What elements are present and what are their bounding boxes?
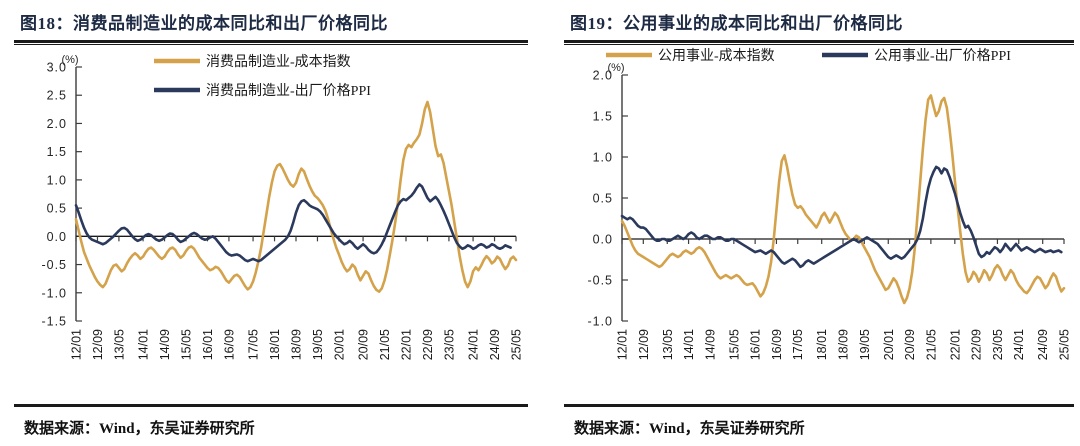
x-axis-tick-label: 20/09: [903, 329, 917, 360]
x-axis-tick-label: 13/05: [112, 329, 126, 360]
x-axis-tick-label: 18/09: [837, 329, 851, 360]
x-axis-tick-label: 22/09: [970, 329, 984, 360]
figure-18-chart: (%)3.02.52.01.51.00.50.0-0.5-1.0-1.512/0…: [41, 54, 524, 360]
figure-18-title: 图18：消费品制造业的成本同比和出厂价格同比: [20, 14, 388, 33]
x-axis-tick-label: 16/01: [749, 329, 763, 360]
legend-label-ppi: 消费品制造业-出厂价格PPI: [206, 83, 371, 99]
y-axis-tick-label: 0.0: [593, 233, 613, 247]
figure-19-top-rule: [564, 40, 1074, 45]
y-axis-tick-label: -1.5: [41, 315, 67, 329]
x-axis-tick-label: 23/05: [442, 329, 456, 360]
x-axis-tick-label: 18/01: [268, 329, 282, 360]
figure-19-chart-area: (%) 2.0 1.5 1.0 0.5 0.0 -0.5 -1.0 12/01 12/09 13/0…: [564, 45, 1074, 404]
figure-19-chart: (%)2.0 1.5 1.0 0.5 0.0 -0.5 -1.012/01 12/09 13/0…: [587, 48, 1072, 360]
y-axis-tick-label: -1.0: [587, 315, 613, 329]
x-axis-tick-label: 24/09: [1036, 329, 1050, 360]
x-axis-tick-label: 18/01: [815, 329, 829, 360]
y-axis-tick-label: 0.0: [47, 230, 67, 244]
x-axis-tick-label: 12/09: [91, 329, 105, 360]
x-axis-tick-label: 25/05: [510, 329, 524, 360]
x-axis-tick-label: 21/05: [924, 329, 938, 360]
figure-19-source: 数据来源：Wind，东吴证券研究所: [574, 421, 805, 437]
x-axis-tick-label: 16/09: [770, 329, 784, 360]
y-axis-tick-label: 1.5: [47, 145, 67, 159]
legend-label-ppi: 公用事业-出厂价格PPI: [874, 48, 1011, 64]
x-axis-tick-label: 22/01: [400, 329, 414, 360]
legend-label-cost-index: 消费品制造业-成本指数: [206, 54, 351, 70]
figure-18-top-rule: [14, 40, 528, 45]
series-line-ppi: [74, 183, 512, 263]
x-axis-tick-label: 23/05: [991, 329, 1005, 360]
x-axis-tick-label: 20/01: [332, 329, 346, 360]
x-axis-tick-label: 15/05: [180, 329, 194, 360]
series-line-ppi: [620, 165, 1063, 269]
x-axis-tick-label: 22/09: [421, 329, 435, 360]
figure-panel-18: 图18：消费品制造业的成本同比和出厂价格同比 (%) 3.0 2.5 2.0 1.5 1.…: [14, 14, 528, 437]
y-axis-tick-label: -0.5: [587, 274, 613, 288]
figure-18-chart-area: (%) 3.0 2.5 2.0 1.5 1.0 0.5 0.0 -0.5 -1.0 -1.5 12/0…: [14, 45, 528, 404]
x-axis-tick-label: 16/09: [222, 329, 236, 360]
y-axis-tick-label: -0.5: [41, 258, 67, 272]
series-line-cost-index: [74, 100, 518, 293]
x-axis-tick-label: 14/09: [158, 329, 172, 360]
y-axis-unit-label: (%): [607, 62, 624, 74]
x-axis-tick-label: 19/05: [311, 329, 325, 360]
y-axis-tick-label: 0.5: [593, 192, 613, 206]
y-axis-tick-label: 1.0: [47, 173, 67, 187]
x-axis-tick-label: 18/09: [290, 329, 304, 360]
legend-label-cost-index: 公用事业-成本指数: [658, 48, 775, 64]
x-axis-tick-label: 20/01: [882, 329, 896, 360]
series-line-cost-index: [620, 94, 1066, 305]
x-axis-tick-label: 15/05: [727, 329, 741, 360]
x-axis-tick-label: 14/09: [703, 329, 717, 360]
x-axis-tick-label: 14/01: [137, 329, 151, 360]
x-axis-tick-label: 16/01: [201, 329, 215, 360]
x-axis-tick-label: 17/05: [791, 329, 805, 360]
x-axis-tick-label: 12/09: [637, 329, 651, 360]
figure-18-source: 数据来源：Wind，东吴证券研究所: [24, 421, 255, 437]
y-axis-tick-label: -1.0: [41, 286, 67, 300]
y-axis-tick-label: 2.0: [47, 117, 67, 131]
x-axis-tick-label: 24/01: [467, 329, 481, 360]
y-axis-tick-label: 1.5: [593, 110, 613, 124]
x-axis-tick-label: 25/05: [1058, 329, 1072, 360]
y-axis-tick-label: 3.0: [47, 61, 67, 75]
x-axis-tick-label: 21/05: [378, 329, 392, 360]
x-axis-tick-label: 20/09: [357, 329, 371, 360]
y-axis-tick-label: 2.5: [47, 89, 67, 103]
figure-19-title: 图19：公用事业的成本同比和出厂价格同比: [570, 14, 903, 33]
y-axis-tick-label: 2.0: [593, 69, 613, 83]
x-axis-tick-label: 17/05: [247, 329, 261, 360]
x-axis-tick-label: 12/01: [616, 329, 630, 360]
x-axis-tick-label: 22/01: [948, 329, 962, 360]
figure-18-bottom-rule: [14, 404, 528, 407]
y-axis-unit-label: (%): [61, 54, 78, 66]
y-axis-tick-label: 1.0: [593, 151, 613, 165]
x-axis-tick-label: 24/09: [488, 329, 502, 360]
x-axis-tick-label: 14/01: [682, 329, 696, 360]
figure-19-bottom-rule: [564, 404, 1074, 407]
x-axis-tick-label: 12/01: [70, 329, 84, 360]
x-axis-tick-label: 19/05: [858, 329, 872, 360]
y-axis-tick-label: 0.5: [47, 202, 67, 216]
x-axis-tick-label: 24/01: [1012, 329, 1026, 360]
x-axis-tick-label: 13/05: [661, 329, 675, 360]
figure-panel-19: 图19：公用事业的成本同比和出厂价格同比 (%) 2.0 1.5 1.0 0.5 0.0 -…: [540, 0, 1080, 446]
